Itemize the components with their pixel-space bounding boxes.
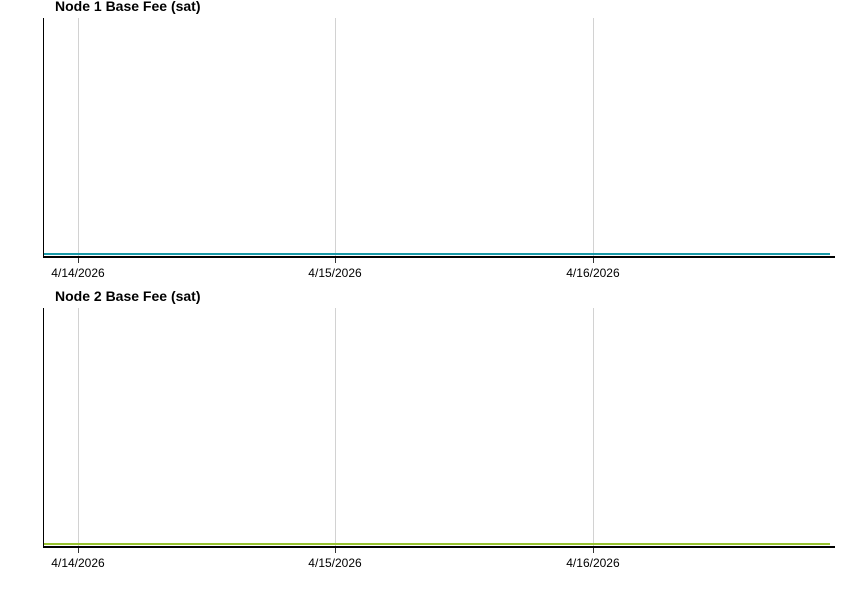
x-axis-line xyxy=(43,256,835,258)
vertical-gridline xyxy=(335,18,336,256)
x-axis-line xyxy=(43,546,835,548)
vertical-gridline xyxy=(78,18,79,256)
x-axis-label: 4/15/2026 xyxy=(308,556,362,570)
x-axis-tick xyxy=(592,548,594,553)
chart-title: Node 2 Base Fee (sat) xyxy=(55,288,201,304)
x-axis-tick xyxy=(78,258,79,263)
vertical-gridline xyxy=(335,308,336,546)
chart-node1-base-fee: Node 1 Base Fee (sat) 4/14/2026 4/15/2026… xyxy=(0,0,860,282)
series-line xyxy=(44,543,831,545)
x-axis-tick xyxy=(335,548,336,553)
y-axis-line xyxy=(43,18,44,258)
vertical-gridline xyxy=(592,18,594,256)
plot-area xyxy=(43,18,835,263)
x-axis-label: 4/14/2026 xyxy=(51,266,105,280)
x-axis-tick xyxy=(592,258,594,263)
vertical-gridline xyxy=(78,308,79,546)
x-axis-label: 4/15/2026 xyxy=(308,266,362,280)
y-axis-line xyxy=(43,308,44,548)
x-axis-labels: 4/14/2026 4/15/2026 4/16/2026 xyxy=(43,266,835,282)
x-axis-labels: 4/14/2026 4/15/2026 4/16/2026 xyxy=(43,556,835,572)
x-axis-tick xyxy=(335,258,336,263)
chart-title: Node 1 Base Fee (sat) xyxy=(55,0,201,14)
vertical-gridline xyxy=(592,308,594,546)
chart-node2-base-fee: Node 2 Base Fee (sat) 4/14/2026 4/15/2026… xyxy=(0,288,860,572)
x-axis-label: 4/16/2026 xyxy=(566,266,620,280)
series-line xyxy=(44,253,831,255)
x-axis-tick xyxy=(78,548,79,553)
x-axis-label: 4/14/2026 xyxy=(51,556,105,570)
plot-area xyxy=(43,308,835,553)
x-axis-label: 4/16/2026 xyxy=(566,556,620,570)
